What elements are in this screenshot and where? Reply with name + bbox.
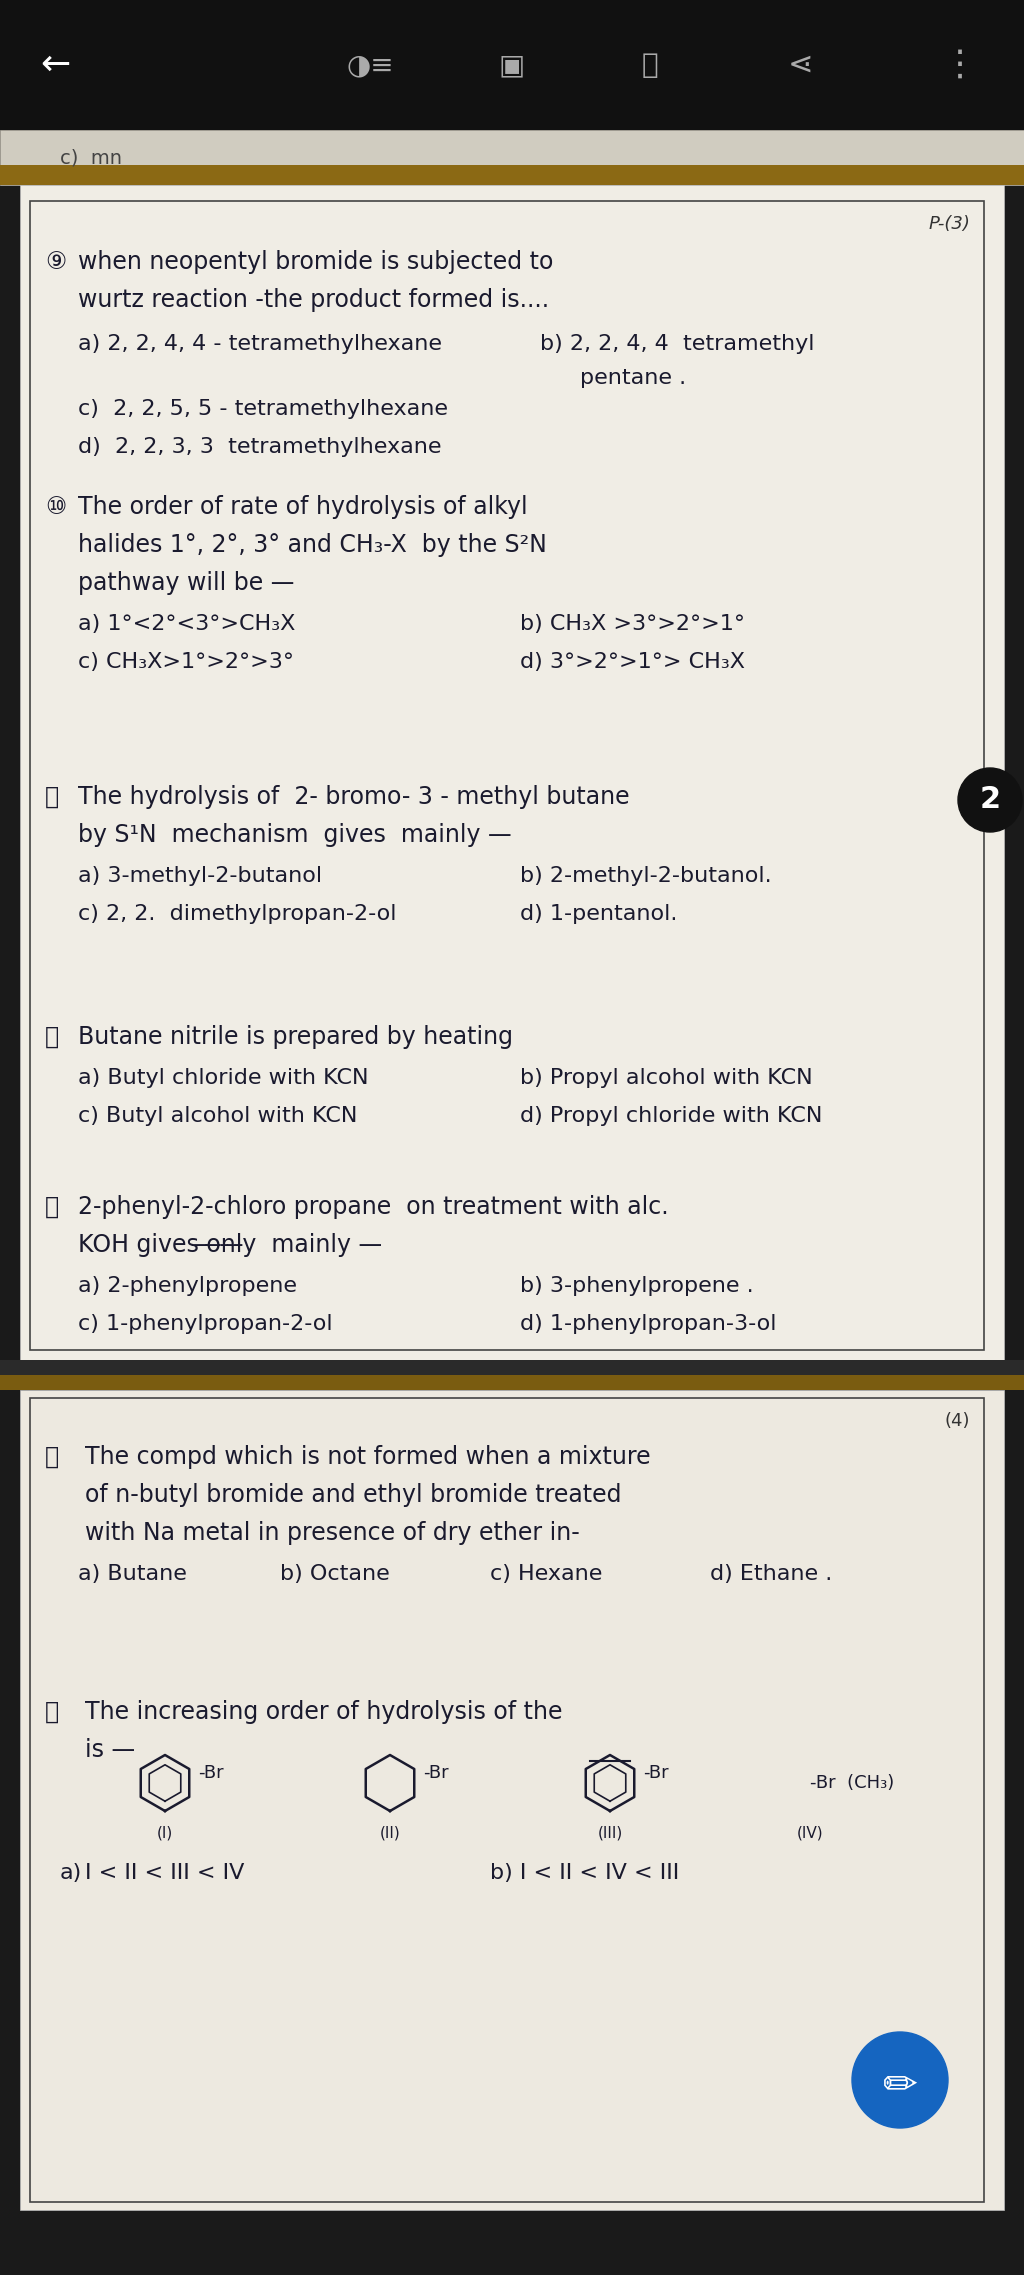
Text: 2-phenyl-2-chloro propane  on treatment with alc.: 2-phenyl-2-chloro propane on treatment w… bbox=[78, 1194, 669, 1219]
Text: b) 2-methyl-2-butanol.: b) 2-methyl-2-butanol. bbox=[520, 867, 772, 885]
Text: Butane nitrile is prepared by heating: Butane nitrile is prepared by heating bbox=[78, 1026, 513, 1049]
Text: c) Hexane: c) Hexane bbox=[490, 1563, 602, 1583]
Text: b) 3-phenylpropene .: b) 3-phenylpropene . bbox=[520, 1276, 754, 1297]
Text: wurtz reaction -the product formed is....: wurtz reaction -the product formed is...… bbox=[78, 289, 549, 312]
Text: halides 1°, 2°, 3° and CH₃-X  by the S²N: halides 1°, 2°, 3° and CH₃-X by the S²N bbox=[78, 532, 547, 557]
Text: 2: 2 bbox=[979, 785, 1000, 814]
Text: d) 1-pentanol.: d) 1-pentanol. bbox=[520, 903, 677, 924]
Bar bbox=[0, 1360, 1024, 1390]
Text: b) CH₃X >3°>2°>1°: b) CH₃X >3°>2°>1° bbox=[520, 614, 745, 635]
Text: d) 3°>2°>1°> CH₃X: d) 3°>2°>1°> CH₃X bbox=[520, 653, 745, 671]
Text: -Br: -Br bbox=[423, 1763, 449, 1781]
Text: by S¹N  mechanism  gives  mainly —: by S¹N mechanism gives mainly — bbox=[78, 824, 512, 846]
Text: ⑫: ⑫ bbox=[45, 1026, 59, 1049]
Text: ←: ← bbox=[40, 48, 70, 82]
Text: ✏: ✏ bbox=[883, 2063, 918, 2107]
Text: a) 1°<2°<3°>CH₃X: a) 1°<2°<3°>CH₃X bbox=[78, 614, 295, 635]
Text: a) Butane: a) Butane bbox=[78, 1563, 186, 1583]
Text: ⋖: ⋖ bbox=[787, 50, 813, 80]
Text: a) 3-methyl-2-butanol: a) 3-methyl-2-butanol bbox=[78, 867, 323, 885]
Text: The compd which is not formed when a mixture: The compd which is not formed when a mix… bbox=[85, 1445, 650, 1470]
Text: c) Butyl alcohol with KCN: c) Butyl alcohol with KCN bbox=[78, 1106, 357, 1126]
Text: P-(3): P-(3) bbox=[928, 216, 970, 232]
Text: -Br: -Br bbox=[198, 1763, 223, 1781]
Text: c) CH₃X>1°>2°>3°: c) CH₃X>1°>2°>3° bbox=[78, 653, 294, 671]
Text: when neopentyl bromide is subjected to: when neopentyl bromide is subjected to bbox=[78, 250, 553, 273]
Text: c)  2, 2, 5, 5 - tetramethylhexane: c) 2, 2, 5, 5 - tetramethylhexane bbox=[78, 398, 449, 419]
Text: b) Propyl alcohol with KCN: b) Propyl alcohol with KCN bbox=[520, 1067, 813, 1087]
Text: b) I < II < IV < III: b) I < II < IV < III bbox=[490, 1863, 679, 1884]
Text: The increasing order of hydrolysis of the: The increasing order of hydrolysis of th… bbox=[85, 1699, 562, 1724]
Text: c) 1-phenylpropan-2-ol: c) 1-phenylpropan-2-ol bbox=[78, 1315, 333, 1333]
Text: b) 2, 2, 4, 4  tetramethyl: b) 2, 2, 4, 4 tetramethyl bbox=[540, 334, 814, 355]
Text: ⑩: ⑩ bbox=[45, 496, 67, 519]
Bar bbox=[20, 184, 1004, 1360]
Text: a): a) bbox=[60, 1863, 82, 1884]
Text: ▣: ▣ bbox=[499, 50, 525, 80]
Text: a) Butyl chloride with KCN: a) Butyl chloride with KCN bbox=[78, 1067, 369, 1087]
Text: pathway will be —: pathway will be — bbox=[78, 571, 294, 596]
Text: d) Propyl chloride with KCN: d) Propyl chloride with KCN bbox=[520, 1106, 822, 1126]
Text: ◑≡: ◑≡ bbox=[346, 50, 394, 80]
Bar bbox=[0, 166, 1024, 184]
Bar bbox=[0, 130, 1024, 184]
Text: The hydrolysis of  2- bromo- 3 - methyl butane: The hydrolysis of 2- bromo- 3 - methyl b… bbox=[78, 785, 630, 810]
Text: 🔍: 🔍 bbox=[642, 50, 658, 80]
Text: d) Ethane .: d) Ethane . bbox=[710, 1563, 833, 1583]
Text: d) 1-phenylpropan-3-ol: d) 1-phenylpropan-3-ol bbox=[520, 1315, 776, 1333]
Text: c) 2, 2.  dimethylpropan-2-ol: c) 2, 2. dimethylpropan-2-ol bbox=[78, 903, 396, 924]
Text: ⋮: ⋮ bbox=[942, 48, 978, 82]
Text: pentane .: pentane . bbox=[580, 369, 686, 389]
Text: d)  2, 2, 3, 3  tetramethylhexane: d) 2, 2, 3, 3 tetramethylhexane bbox=[78, 437, 441, 457]
Bar bbox=[0, 0, 1024, 130]
Text: (III): (III) bbox=[597, 1825, 623, 1840]
Text: c)  mn: c) mn bbox=[60, 148, 122, 166]
Text: (I): (I) bbox=[157, 1825, 173, 1840]
Text: with Na metal in presence of dry ether in-: with Na metal in presence of dry ether i… bbox=[85, 1522, 580, 1545]
Text: KOH gives ̶o̶n̶l̶y  mainly —: KOH gives ̶o̶n̶l̶y mainly — bbox=[78, 1233, 382, 1258]
Circle shape bbox=[958, 769, 1022, 833]
Text: -Br  (CH₃): -Br (CH₃) bbox=[810, 1774, 894, 1793]
Text: (IV): (IV) bbox=[797, 1825, 823, 1840]
Text: ⑪: ⑪ bbox=[45, 785, 59, 810]
Text: ⑬: ⑬ bbox=[45, 1194, 59, 1219]
Text: ⑭: ⑭ bbox=[45, 1445, 59, 1470]
Text: ⑮: ⑮ bbox=[45, 1699, 59, 1724]
Text: (4): (4) bbox=[944, 1413, 970, 1431]
Text: The order of rate of hydrolysis of alkyl: The order of rate of hydrolysis of alkyl bbox=[78, 496, 527, 519]
Text: of n-butyl bromide and ethyl bromide treated: of n-butyl bromide and ethyl bromide tre… bbox=[85, 1483, 622, 1506]
Bar bbox=[20, 1390, 1004, 2209]
Text: is —: is — bbox=[85, 1738, 135, 1763]
Text: (II): (II) bbox=[380, 1825, 400, 1840]
Text: a) 2, 2, 4, 4 - tetramethylhexane: a) 2, 2, 4, 4 - tetramethylhexane bbox=[78, 334, 442, 355]
Text: -Br: -Br bbox=[643, 1763, 669, 1781]
Circle shape bbox=[852, 2032, 948, 2127]
Bar bbox=[0, 1374, 1024, 1390]
Text: a) 2-phenylpropene: a) 2-phenylpropene bbox=[78, 1276, 297, 1297]
Text: ⑨: ⑨ bbox=[45, 250, 67, 273]
Text: b) Octane: b) Octane bbox=[280, 1563, 390, 1583]
Text: I < II < III < IV: I < II < III < IV bbox=[85, 1863, 245, 1884]
